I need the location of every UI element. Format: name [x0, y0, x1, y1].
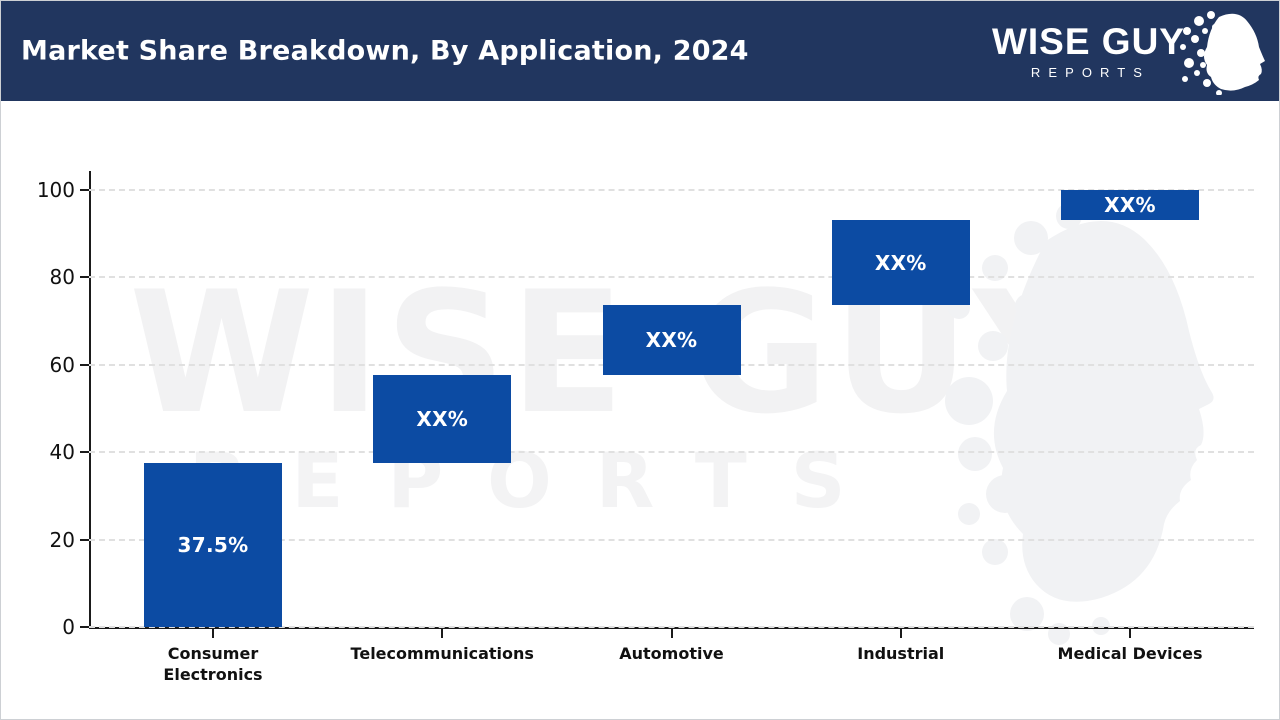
bar-telecommunications: XX%	[373, 375, 512, 463]
x-axis-category-label: Industrial	[857, 644, 945, 663]
bar-value-label: XX%	[416, 407, 469, 432]
gridline	[89, 538, 1254, 541]
x-axis-category-label: Telecommunications	[350, 644, 534, 663]
bar-value-label: XX%	[1104, 192, 1156, 217]
watermark-face-icon	[945, 203, 1214, 645]
x-axis-tick	[212, 629, 214, 638]
gridline	[89, 626, 1254, 628]
logo-wordmark: WISE GUY	[991, 20, 1185, 62]
bar-consumer-electronics: 37.5%	[144, 462, 282, 627]
y-axis-tick-label: 40	[49, 440, 75, 464]
bar-industrial: XX%	[831, 220, 970, 306]
bar-value-label: 37.5%	[177, 532, 249, 557]
logo-subtext: REPORTS	[1030, 64, 1150, 80]
x-axis-line	[89, 627, 1254, 629]
x-axis-category-label: Automotive	[619, 644, 724, 663]
y-axis-tick-label: 80	[49, 265, 75, 289]
logo-face-icon	[1180, 11, 1265, 95]
bar-value-label: XX%	[874, 250, 927, 275]
x-axis-category-label: Consumer Electronics	[163, 644, 263, 684]
x-axis-tick	[441, 629, 444, 638]
gridline	[89, 451, 1254, 453]
y-axis-tick	[80, 276, 89, 278]
plot-area: 0 20 40 60 80 100 37.5% Consumer Electronics XX% T…	[37, 171, 1254, 684]
y-axis-tick-label: 20	[49, 527, 75, 552]
y-axis-tick	[80, 451, 89, 453]
y-axis-tick-label: 0	[62, 615, 75, 639]
gridline	[89, 276, 1254, 278]
y-axis-tick	[80, 188, 89, 191]
y-axis-tick	[80, 626, 89, 628]
y-axis-tick-label: 100	[36, 177, 75, 202]
header-bar: Market Share Breakdown, By Application, …	[1, 1, 1279, 101]
bar-value-label: XX%	[645, 328, 698, 353]
bar-medical-devices: XX%	[1061, 189, 1199, 221]
y-axis-tick-label: 60	[49, 352, 75, 377]
x-axis-tick	[899, 629, 902, 638]
page-title: Market Share Breakdown, By Application, …	[21, 35, 749, 67]
x-axis-tick	[670, 629, 673, 638]
gridline	[89, 188, 1254, 191]
y-axis-line	[89, 171, 91, 629]
x-axis-tick	[1129, 629, 1131, 638]
x-axis-category-label: Medical Devices	[1057, 644, 1203, 663]
y-axis-tick	[80, 363, 89, 366]
y-axis-tick	[80, 538, 89, 541]
watermark-subtext: REPORTS	[189, 436, 890, 525]
logo-text: WISE GUY REPORTS	[992, 23, 1185, 80]
bar-automotive: XX%	[602, 305, 741, 376]
wise-guy-logo: WISE GUY REPORTS	[992, 7, 1267, 95]
